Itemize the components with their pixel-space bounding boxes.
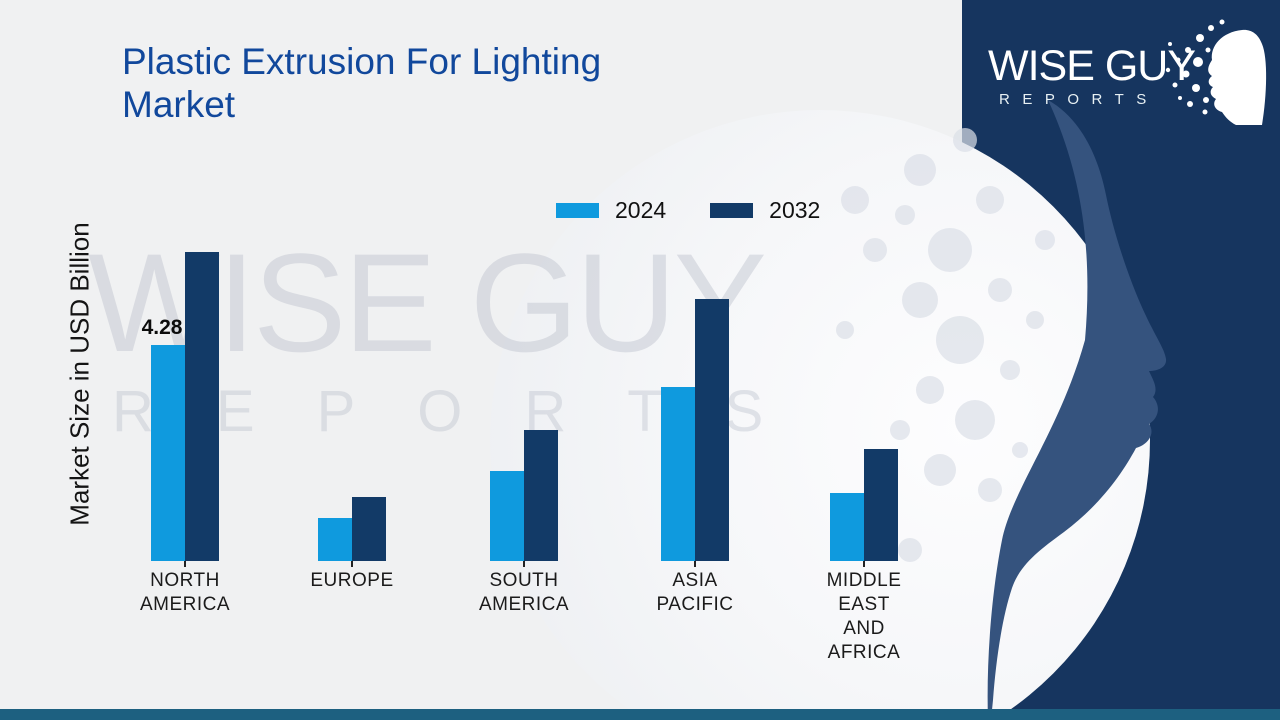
category-label-north-america: NORTH AMERICA — [139, 570, 231, 615]
bar-2024-south-america — [490, 471, 524, 561]
x-axis-tick — [863, 561, 865, 567]
legend-label-2024: 2024 — [615, 197, 667, 223]
bottom-accent-bar — [0, 709, 1280, 720]
legend-label-2032: 2032 — [769, 197, 821, 223]
category-label-middle-east-and-africa: MIDDLE EAST AND AFRICA — [826, 570, 902, 663]
page-title: Plastic Extrusion For Lighting Market — [122, 41, 602, 126]
bar-2032-middle-east-and-africa — [864, 449, 898, 561]
wiseguy-head-icon — [1165, 19, 1267, 125]
brand-logo-name: WISE GUY — [988, 42, 1196, 90]
legend-swatch-2024 — [556, 203, 599, 218]
x-axis-tick — [184, 561, 186, 567]
bar-2032-asia-pacific — [695, 299, 729, 561]
legend-item-2024: 2024 — [556, 197, 666, 224]
face-silhouette — [987, 100, 1167, 720]
category-label-europe: EUROPE — [310, 570, 394, 591]
bar-2032-north-america — [185, 252, 219, 561]
bar-2032-south-america — [524, 430, 558, 561]
brain-circle — [490, 110, 1150, 720]
category-label-south-america: SOUTH AMERICA — [478, 570, 570, 615]
x-axis-tick — [351, 561, 353, 567]
chart-legend: 2024 2032 — [556, 197, 820, 224]
bar-2032-europe — [352, 497, 386, 561]
brand-logo-sub: REPORTS — [999, 91, 1159, 108]
category-label-asia-pacific: ASIA PACIFIC — [656, 570, 734, 615]
bar-2024-europe — [318, 518, 352, 561]
bar-2024-asia-pacific — [661, 387, 695, 561]
watermark-reports: REPORTS — [112, 379, 826, 444]
bar-2024-north-america — [151, 345, 185, 561]
legend-item-2032: 2032 — [710, 197, 820, 224]
data-label-2024-north-america: 4.28 — [141, 316, 183, 339]
x-axis-tick — [523, 561, 525, 567]
legend-swatch-2032 — [710, 203, 754, 218]
bar-2024-middle-east-and-africa — [830, 493, 864, 561]
x-axis-tick — [694, 561, 696, 567]
